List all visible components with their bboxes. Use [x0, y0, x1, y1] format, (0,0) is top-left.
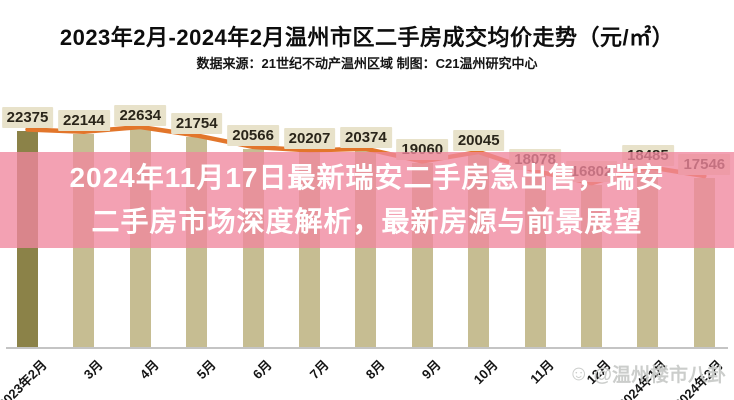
x-axis-label-6月: 6月	[249, 357, 275, 383]
value-label-6月: 20566	[227, 124, 279, 146]
banner-text-line1: 2024年11月17日最新瑞安二手房急出售，瑞安	[69, 162, 665, 193]
chart-source-note: 数据来源：21世纪不动产温州区域 制图：C21温州研究中心	[196, 56, 538, 71]
watermark-smiley-icon: ☺	[568, 362, 590, 385]
value-label-8月: 20374	[340, 126, 392, 148]
x-axis-label-8月: 8月	[362, 357, 388, 383]
x-axis-line	[6, 347, 728, 349]
x-axis-label-5月: 5月	[193, 357, 219, 383]
watermark-text: @温州楼市八卦	[593, 365, 726, 386]
value-label-5月: 21754	[170, 113, 223, 135]
x-axis-label-3月: 3月	[80, 357, 106, 383]
banner-text-line2: 二手房市场深度解析，最新房源与前景展望	[91, 206, 643, 237]
value-label-10月: 20045	[452, 129, 505, 151]
x-axis-label-9月: 9月	[419, 357, 445, 383]
value-label-3月: 22144	[58, 109, 110, 131]
chart-title: 2023年2月-2024年2月温州市区二手房成交均价走势（元/㎡）	[59, 25, 675, 50]
x-axis-label-4月: 4月	[137, 357, 163, 383]
x-axis-label-7月: 7月	[306, 357, 332, 383]
promo-banner-overlay: 2024年11月17日最新瑞安二手房急出售，瑞安 二手房市场深度解析，最新房源与…	[0, 152, 734, 248]
value-label-2023年2月: 22375	[1, 107, 54, 129]
value-label-4月: 22634	[114, 105, 167, 126]
x-axis-label-11月: 11月	[527, 357, 557, 387]
x-axis-label-10月: 10月	[470, 357, 501, 388]
value-label-7月: 20207	[283, 128, 336, 150]
watermark: ☺ @温州楼市八卦	[568, 360, 726, 387]
x-axis-label-2023年2月: 2023年2月	[0, 357, 50, 400]
